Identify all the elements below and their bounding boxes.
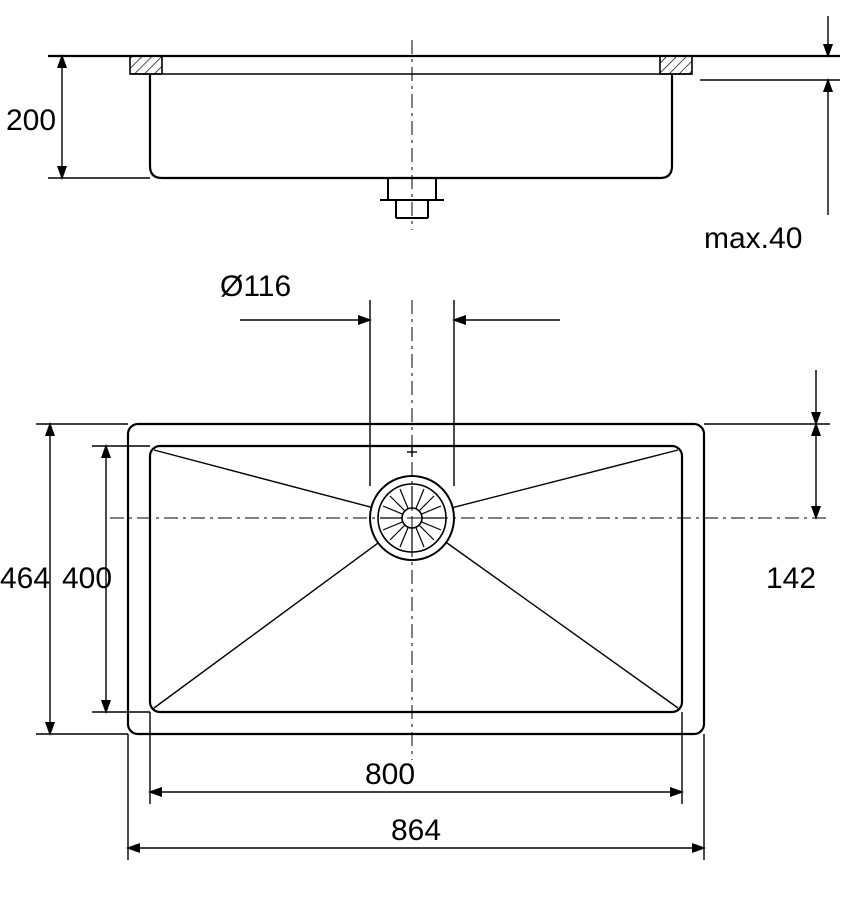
- label-drain-dia: Ø116: [220, 270, 291, 303]
- plan-view: [110, 300, 830, 760]
- technical-drawing: 200 max.40 Ø116: [0, 0, 860, 901]
- label-depth: 200: [6, 104, 56, 137]
- label-bowl-w: 800: [365, 758, 415, 791]
- label-bowl-h: 400: [62, 562, 112, 595]
- drain-diameter-dim: Ø116: [220, 270, 560, 486]
- side-elevation: 200 max.40: [6, 16, 840, 255]
- label-max-rim: max.40: [704, 222, 802, 255]
- label-drain-off: 142: [766, 562, 816, 595]
- right-dimension-142: 142: [704, 370, 830, 595]
- label-outer-w: 864: [391, 814, 441, 847]
- label-outer-h: 464: [0, 562, 50, 595]
